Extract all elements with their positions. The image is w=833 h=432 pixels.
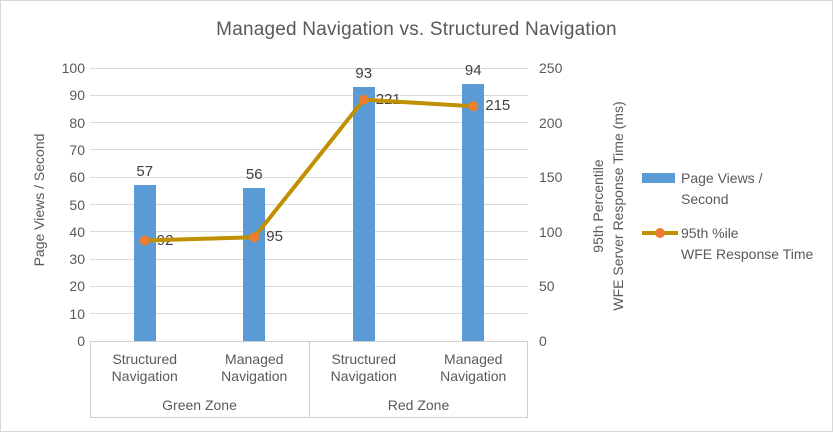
left-axis-tick: 0 [77, 333, 85, 349]
gridline [90, 149, 528, 151]
legend-item-page-views[interactable]: Page Views / Second [642, 168, 827, 210]
right-axis-tick: 200 [539, 114, 563, 131]
legend-item-response-time[interactable]: 95th %ile WFE Response Time [642, 223, 827, 265]
gridline [90, 176, 528, 178]
zone-label: Red Zone [387, 397, 450, 413]
left-axis-tick: 10 [69, 305, 85, 322]
category-label: Managed Navigation [221, 351, 288, 384]
left-axis-tick: 80 [69, 114, 85, 131]
gridline [90, 258, 528, 260]
category-label: Managed Navigation [440, 351, 507, 384]
gridline [90, 122, 528, 124]
legend-label-line: WFE Response Time [681, 246, 814, 262]
right-axis-tick: 50 [539, 278, 555, 295]
bar-page-views[interactable] [243, 188, 266, 341]
response-time-line[interactable] [144, 97, 474, 243]
line-marker[interactable] [249, 232, 260, 243]
bar-page-views[interactable] [462, 84, 485, 341]
right-axis-tick: 100 [539, 223, 563, 240]
gridline [90, 204, 528, 205]
bar-page-views[interactable] [133, 185, 156, 341]
chart-title: Managed Navigation vs. Structured Naviga… [216, 19, 617, 40]
right-axis-tick: 0 [539, 333, 547, 349]
left-axis-tick: 100 [61, 60, 85, 76]
legend-label-line: Page Views / [681, 170, 763, 186]
line-series-swatch-icon [642, 228, 678, 238]
gridline [90, 67, 528, 69]
zone-divider [309, 342, 310, 417]
right-axis-tick: 150 [539, 169, 563, 186]
left-axis-tick: 50 [69, 196, 85, 213]
gridline [90, 285, 528, 287]
line-value-label: 95 [266, 228, 283, 246]
left-axis-tick: 30 [69, 251, 85, 268]
bar-series-swatch-icon [642, 173, 675, 183]
legend-label-line: Second [681, 191, 729, 207]
bar-value-label: 93 [355, 65, 373, 83]
line-marker[interactable] [139, 235, 150, 246]
category-axis-box [90, 341, 528, 418]
bar-page-views[interactable] [352, 87, 375, 341]
left-axis-tick: 40 [69, 223, 85, 240]
bar-value-label: 57 [136, 163, 154, 181]
right-axis-tick: 250 [539, 60, 563, 76]
line-marker[interactable] [358, 94, 369, 105]
legend-label-line: 95th %ile [681, 225, 739, 241]
zone-label: Green Zone [162, 397, 237, 413]
bar-value-label: 94 [464, 62, 482, 80]
line-value-label: 215 [485, 97, 511, 115]
gridline [90, 94, 528, 96]
gridline [90, 313, 528, 315]
left-axis-tick: 90 [69, 87, 85, 104]
left-axis-tick: 60 [69, 169, 85, 186]
bar-value-label: 56 [245, 166, 263, 184]
line-series-layer [139, 94, 479, 246]
left-axis-tick: 20 [69, 278, 85, 295]
line-marker[interactable] [468, 101, 479, 112]
gridline [90, 231, 528, 233]
legend: Page Views / Second 95th %ile WFE Respon… [642, 168, 827, 265]
line-marker-icon [655, 228, 665, 238]
left-axis-tick: 70 [69, 141, 85, 158]
category-label: Structured Navigation [111, 351, 178, 384]
category-label: Structured Navigation [330, 351, 397, 384]
